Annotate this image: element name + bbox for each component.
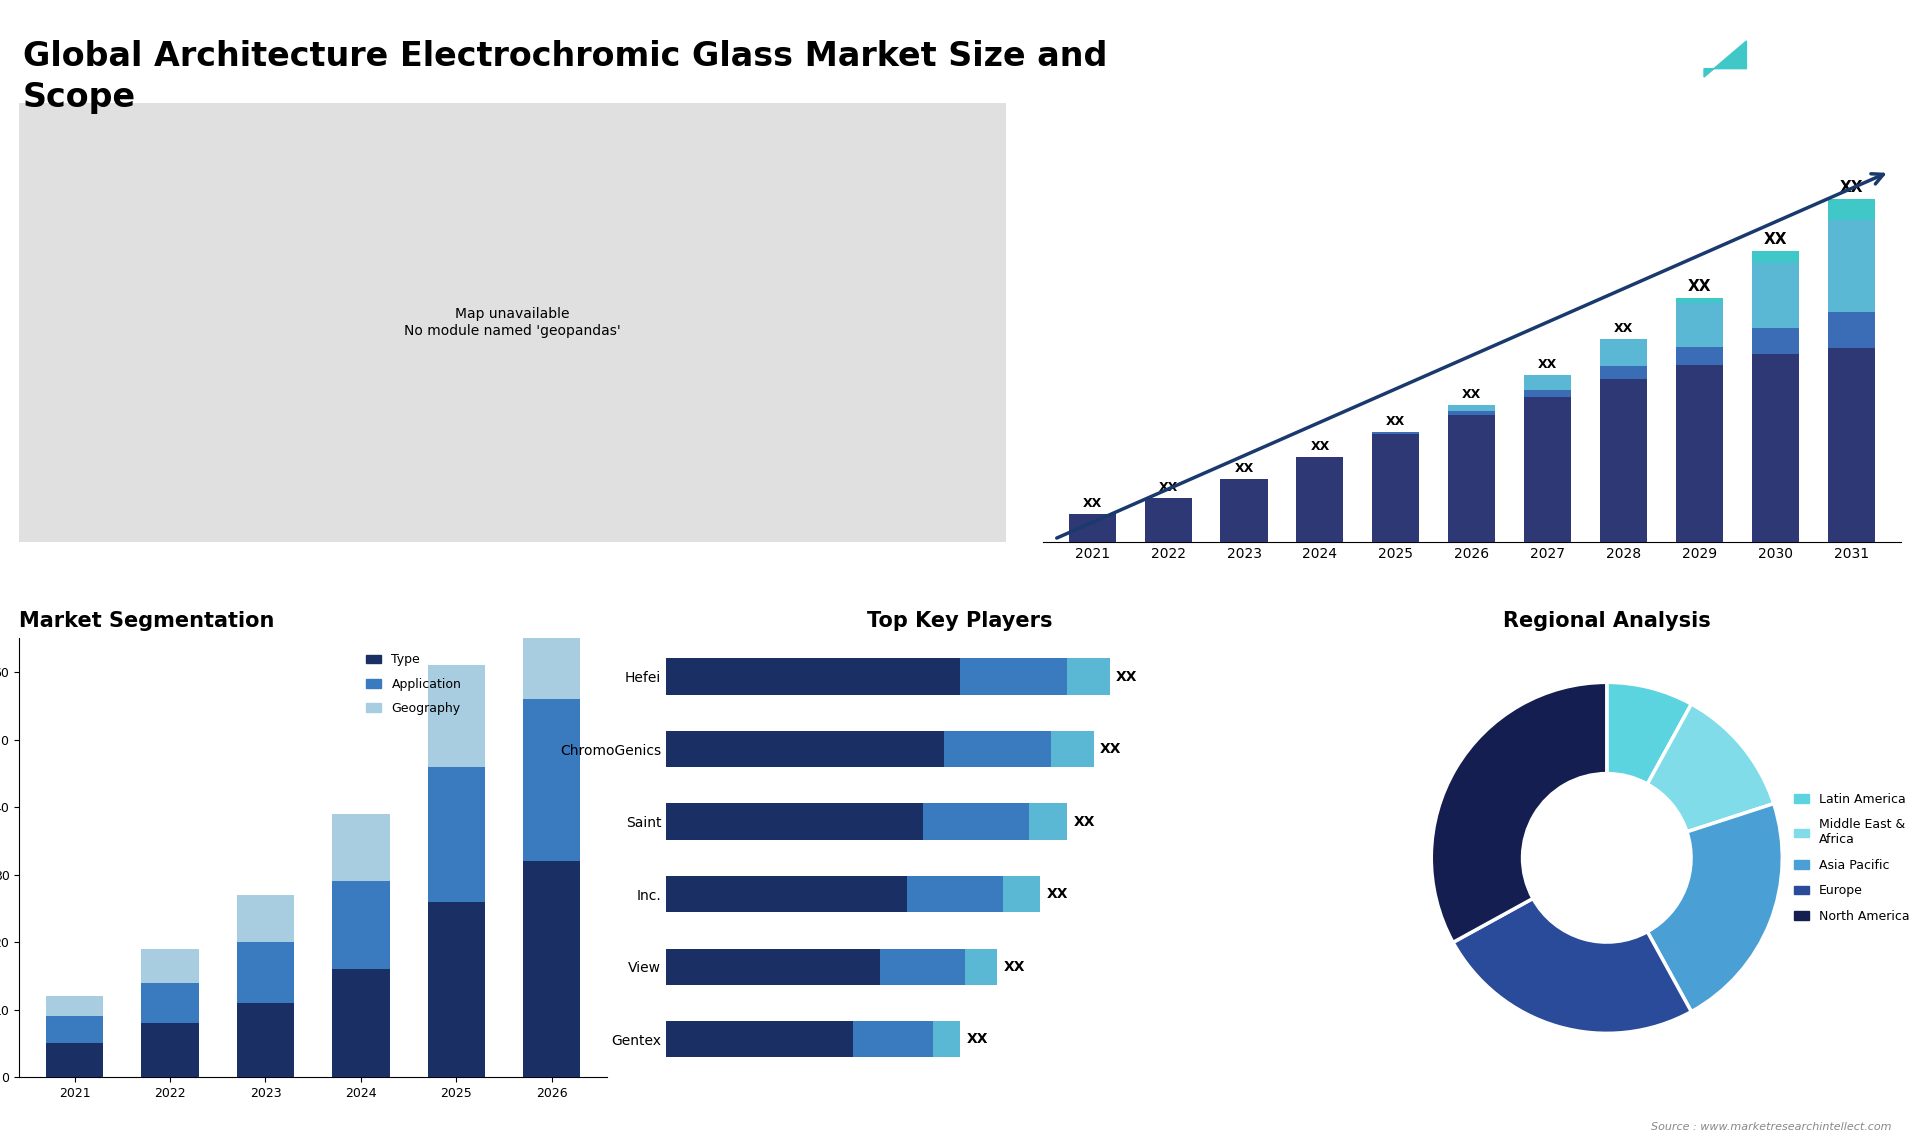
Bar <box>428 666 486 767</box>
Bar <box>666 803 924 840</box>
Title: Regional Analysis: Regional Analysis <box>1503 611 1711 631</box>
Bar <box>1828 220 1876 312</box>
Bar <box>1676 364 1722 542</box>
Bar <box>1828 199 1876 220</box>
Bar <box>1676 303 1722 346</box>
Text: XX: XX <box>1463 387 1482 401</box>
Bar <box>852 1021 933 1058</box>
Text: XX: XX <box>1100 743 1121 756</box>
Text: XX: XX <box>1083 497 1102 510</box>
Bar <box>1828 348 1876 542</box>
Bar <box>1068 659 1110 694</box>
Text: XX: XX <box>1158 481 1177 494</box>
Bar <box>236 942 294 1003</box>
Bar <box>428 767 486 902</box>
Wedge shape <box>1430 682 1607 942</box>
Text: XX: XX <box>966 1033 989 1046</box>
Bar <box>1296 457 1344 542</box>
Legend: Type, Application, Geography: Type, Application, Geography <box>367 653 461 715</box>
Wedge shape <box>1647 704 1774 832</box>
Bar <box>332 814 390 881</box>
Bar <box>1524 375 1571 390</box>
Bar <box>1050 731 1094 767</box>
Wedge shape <box>1453 898 1692 1034</box>
Text: XX: XX <box>1839 180 1862 195</box>
Bar <box>1751 262 1799 328</box>
Polygon shape <box>1705 41 1747 77</box>
Text: Map unavailable
No module named 'geopandas': Map unavailable No module named 'geopand… <box>405 307 620 338</box>
Bar <box>1599 367 1647 378</box>
Legend: Latin America, Middle East &
Africa, Asia Pacific, Europe, North America: Latin America, Middle East & Africa, Asi… <box>1789 787 1914 928</box>
Bar <box>1029 803 1068 840</box>
Bar <box>1599 378 1647 542</box>
Wedge shape <box>1647 803 1782 1012</box>
Bar <box>1373 432 1419 434</box>
Bar <box>966 949 996 984</box>
Text: XX: XX <box>1688 278 1711 293</box>
Bar <box>666 731 945 767</box>
Bar <box>1751 328 1799 354</box>
Text: XX: XX <box>1615 322 1634 335</box>
Bar <box>1221 479 1267 542</box>
Bar <box>1751 354 1799 542</box>
Text: XX: XX <box>1764 233 1788 248</box>
Bar <box>428 902 486 1077</box>
Text: MARKET: MARKET <box>1774 57 1816 66</box>
Bar <box>945 731 1050 767</box>
Bar <box>522 862 580 1077</box>
Bar <box>924 803 1029 840</box>
Text: XX: XX <box>1116 669 1137 683</box>
Bar <box>522 571 580 699</box>
Bar <box>1828 312 1876 348</box>
Title: Top Key Players: Top Key Players <box>868 611 1052 631</box>
Bar <box>1524 398 1571 542</box>
Bar <box>46 1017 104 1044</box>
Text: Global Architecture Electrochromic Glass Market Size and
Scope: Global Architecture Electrochromic Glass… <box>23 40 1108 113</box>
Text: XX: XX <box>1046 887 1068 901</box>
Text: XX: XX <box>1538 358 1557 370</box>
Bar <box>1676 298 1722 303</box>
Text: XX: XX <box>1386 415 1405 429</box>
Bar <box>879 949 966 984</box>
Polygon shape <box>1653 53 1716 125</box>
Bar <box>1448 415 1496 542</box>
Text: XX: XX <box>1235 462 1254 474</box>
Text: XX: XX <box>1309 440 1329 453</box>
Bar <box>332 970 390 1077</box>
Bar <box>522 699 580 862</box>
Text: XX: XX <box>1004 959 1025 974</box>
Bar <box>1524 390 1571 398</box>
Bar <box>960 659 1068 694</box>
Bar <box>906 876 1002 912</box>
Bar <box>666 1021 852 1058</box>
Bar <box>1751 251 1799 262</box>
Bar <box>1676 346 1722 364</box>
Bar <box>1599 339 1647 367</box>
Bar <box>1069 515 1116 542</box>
Bar <box>46 1044 104 1077</box>
Text: Market Segmentation: Market Segmentation <box>19 611 275 631</box>
Bar <box>236 1003 294 1077</box>
Bar <box>933 1021 960 1058</box>
Text: INTELLECT: INTELLECT <box>1774 100 1828 109</box>
Bar <box>666 876 906 912</box>
Bar <box>1448 405 1496 411</box>
Bar <box>332 881 390 970</box>
Text: Source : www.marketresearchintellect.com: Source : www.marketresearchintellect.com <box>1651 1122 1891 1132</box>
Bar <box>666 949 879 984</box>
Bar <box>1448 411 1496 415</box>
Wedge shape <box>1607 682 1692 784</box>
Bar <box>142 983 198 1023</box>
Text: RESEARCH: RESEARCH <box>1774 79 1828 87</box>
Bar <box>46 996 104 1017</box>
Bar <box>1373 434 1419 542</box>
Bar <box>1002 876 1041 912</box>
Bar <box>142 949 198 983</box>
Bar <box>142 1023 198 1077</box>
Bar <box>666 659 960 694</box>
Bar <box>236 895 294 942</box>
Text: XX: XX <box>1073 815 1094 829</box>
Bar <box>1144 499 1192 542</box>
